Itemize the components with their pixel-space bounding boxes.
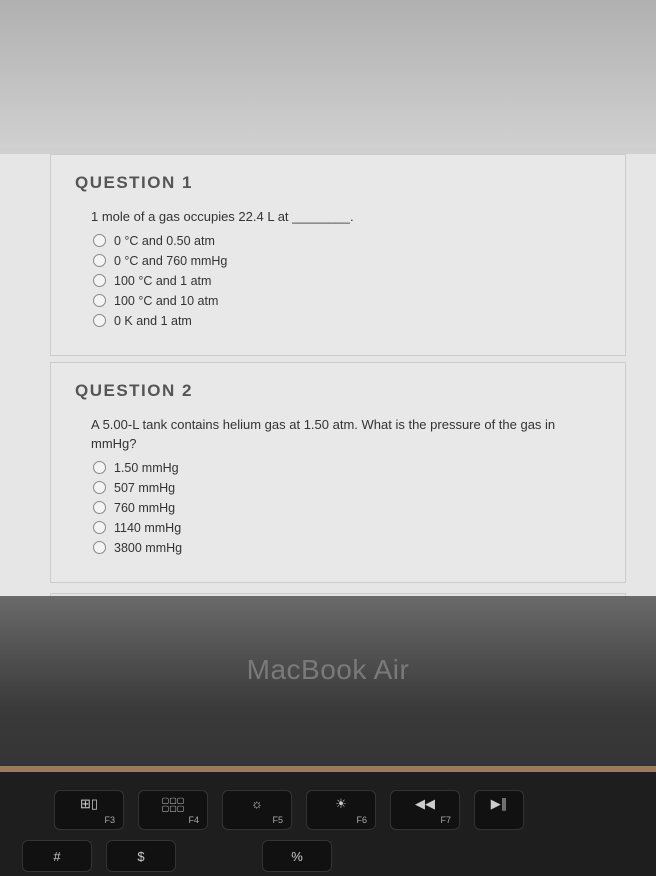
key-f7: ◀◀ F7 — [390, 790, 460, 830]
option-row[interactable]: 100 °C and 1 atm — [93, 271, 601, 291]
key-f8: ▶∥ — [474, 790, 524, 830]
option-text: 507 mmHg — [114, 481, 175, 495]
option-row[interactable]: 100 °C and 10 atm — [93, 291, 601, 311]
key-label: F7 — [440, 815, 455, 825]
question-2-block: QUESTION 2 A 5.00-L tank contains helium… — [50, 362, 626, 583]
question-2-title: QUESTION 2 — [75, 381, 601, 401]
radio-icon[interactable] — [93, 314, 106, 327]
key-f3: ⊞▯ F3 — [54, 790, 124, 830]
key-5: % — [262, 840, 332, 872]
option-text: 100 °C and 10 atm — [114, 294, 218, 308]
option-row[interactable]: 0 °C and 760 mmHg — [93, 251, 601, 271]
option-row[interactable]: 760 mmHg — [93, 498, 601, 518]
question-1-title: QUESTION 1 — [75, 173, 601, 193]
question-1-prompt: 1 mole of a gas occupies 22.4 L at _____… — [91, 207, 601, 227]
option-row[interactable]: 0 K and 1 atm — [93, 311, 601, 331]
launchpad-icon: ▢▢▢▢▢▢ — [162, 797, 185, 813]
option-text: 3800 mmHg — [114, 541, 182, 555]
question-2-options: 1.50 mmHg 507 mmHg 760 mmHg 1140 mmHg 38… — [93, 458, 601, 558]
num-key-row: # $ % — [0, 840, 656, 872]
option-text: 0 °C and 0.50 atm — [114, 234, 215, 248]
option-text: 1.50 mmHg — [114, 461, 179, 475]
keyboard-deck: ⊞▯ F3 ▢▢▢▢▢▢ F4 ☼ F5 ☀ F6 ◀◀ F7 ▶∥ — [0, 766, 656, 876]
option-text: 100 °C and 1 atm — [114, 274, 211, 288]
option-text: 1140 mmHg — [114, 521, 181, 535]
fn-key-row: ⊞▯ F3 ▢▢▢▢▢▢ F4 ☼ F5 ☀ F6 ◀◀ F7 ▶∥ — [0, 772, 656, 840]
key-label: F5 — [272, 815, 287, 825]
top-gap — [0, 0, 656, 148]
radio-icon[interactable] — [93, 541, 106, 554]
quiz-content: QUESTION 1 1 mole of a gas occupies 22.4… — [0, 154, 656, 637]
option-text: 0 °C and 760 mmHg — [114, 254, 227, 268]
key-f4: ▢▢▢▢▢▢ F4 — [138, 790, 208, 830]
play-pause-icon: ▶∥ — [491, 797, 508, 810]
radio-icon[interactable] — [93, 521, 106, 534]
keyboard-dim-icon: ☼ — [251, 797, 263, 810]
radio-icon[interactable] — [93, 481, 106, 494]
radio-icon[interactable] — [93, 234, 106, 247]
key-f5: ☼ F5 — [222, 790, 292, 830]
key-f6: ☀ F6 — [306, 790, 376, 830]
laptop-bezel: MacBook Air ⊞▯ F3 ▢▢▢▢▢▢ F4 ☼ F5 ☀ F6 ◀◀… — [0, 596, 656, 876]
rewind-icon: ◀◀ — [415, 797, 435, 810]
option-row[interactable]: 3800 mmHg — [93, 538, 601, 558]
option-text: 760 mmHg — [114, 501, 175, 515]
question-1-options: 0 °C and 0.50 atm 0 °C and 760 mmHg 100 … — [93, 231, 601, 331]
radio-icon[interactable] — [93, 254, 106, 267]
key-3: # — [22, 840, 92, 872]
laptop-brand: MacBook Air — [0, 654, 656, 686]
radio-icon[interactable] — [93, 461, 106, 474]
option-text: 0 K and 1 atm — [114, 314, 192, 328]
option-row[interactable]: 0 °C and 0.50 atm — [93, 231, 601, 251]
question-1-block: QUESTION 1 1 mole of a gas occupies 22.4… — [50, 154, 626, 356]
question-2-prompt: A 5.00-L tank contains helium gas at 1.5… — [91, 415, 601, 454]
radio-icon[interactable] — [93, 501, 106, 514]
mission-control-icon: ⊞▯ — [80, 797, 98, 810]
radio-icon[interactable] — [93, 294, 106, 307]
radio-icon[interactable] — [93, 274, 106, 287]
option-row[interactable]: 1.50 mmHg — [93, 458, 601, 478]
keyboard-bright-icon: ☀ — [335, 797, 347, 810]
key-4: $ — [106, 840, 176, 872]
key-label: F6 — [356, 815, 371, 825]
option-row[interactable]: 1140 mmHg — [93, 518, 601, 538]
key-label: F3 — [104, 815, 119, 825]
key-label: F4 — [188, 815, 203, 825]
option-row[interactable]: 507 mmHg — [93, 478, 601, 498]
